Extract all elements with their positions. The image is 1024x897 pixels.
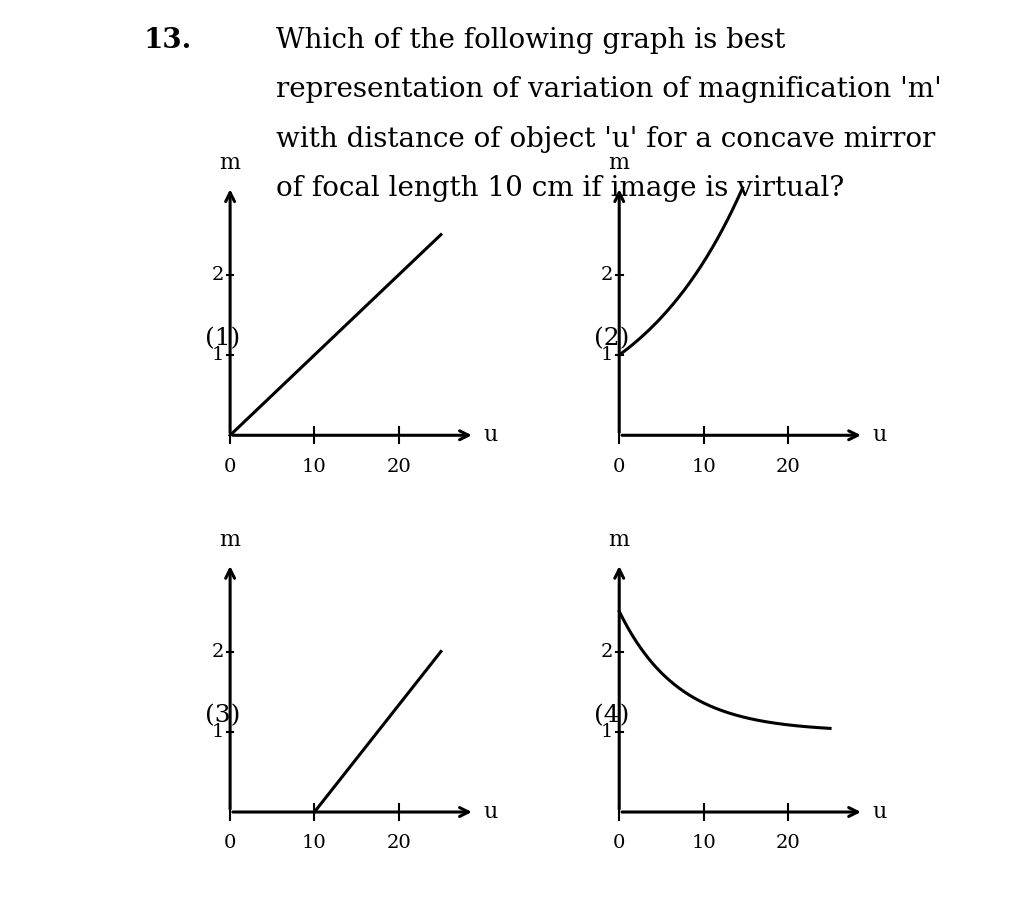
Text: 1: 1 — [601, 346, 613, 364]
Text: (2): (2) — [594, 327, 630, 351]
Text: u: u — [483, 801, 498, 823]
Text: 2: 2 — [212, 642, 224, 660]
Text: (1): (1) — [205, 327, 240, 351]
Text: 0: 0 — [613, 457, 626, 475]
Text: m: m — [608, 152, 630, 174]
Text: u: u — [872, 801, 887, 823]
Text: 10: 10 — [691, 457, 716, 475]
Text: of focal length 10 cm if image is virtual?: of focal length 10 cm if image is virtua… — [276, 175, 845, 202]
Text: 0: 0 — [224, 834, 237, 852]
Text: 20: 20 — [775, 457, 800, 475]
Text: 13.: 13. — [143, 27, 191, 54]
Text: 2: 2 — [601, 266, 613, 283]
Text: representation of variation of magnification 'm': representation of variation of magnifica… — [276, 76, 942, 103]
Text: u: u — [483, 424, 498, 447]
Text: 10: 10 — [302, 457, 327, 475]
Text: 1: 1 — [601, 723, 613, 741]
Text: m: m — [219, 152, 241, 174]
Text: Which of the following graph is best: Which of the following graph is best — [276, 27, 785, 54]
Text: with distance of object 'u' for a concave mirror: with distance of object 'u' for a concav… — [276, 126, 936, 152]
Text: 1: 1 — [212, 346, 224, 364]
Text: 2: 2 — [212, 266, 224, 283]
Text: 0: 0 — [613, 834, 626, 852]
Text: (3): (3) — [205, 704, 241, 727]
Text: 0: 0 — [224, 457, 237, 475]
Text: (4): (4) — [594, 704, 630, 727]
Text: u: u — [872, 424, 887, 447]
Text: 10: 10 — [691, 834, 716, 852]
Text: 1: 1 — [212, 723, 224, 741]
Text: 20: 20 — [386, 834, 411, 852]
Text: 2: 2 — [601, 642, 613, 660]
Text: 10: 10 — [302, 834, 327, 852]
Text: 20: 20 — [386, 457, 411, 475]
Text: m: m — [608, 529, 630, 551]
Text: 20: 20 — [775, 834, 800, 852]
Text: m: m — [219, 529, 241, 551]
